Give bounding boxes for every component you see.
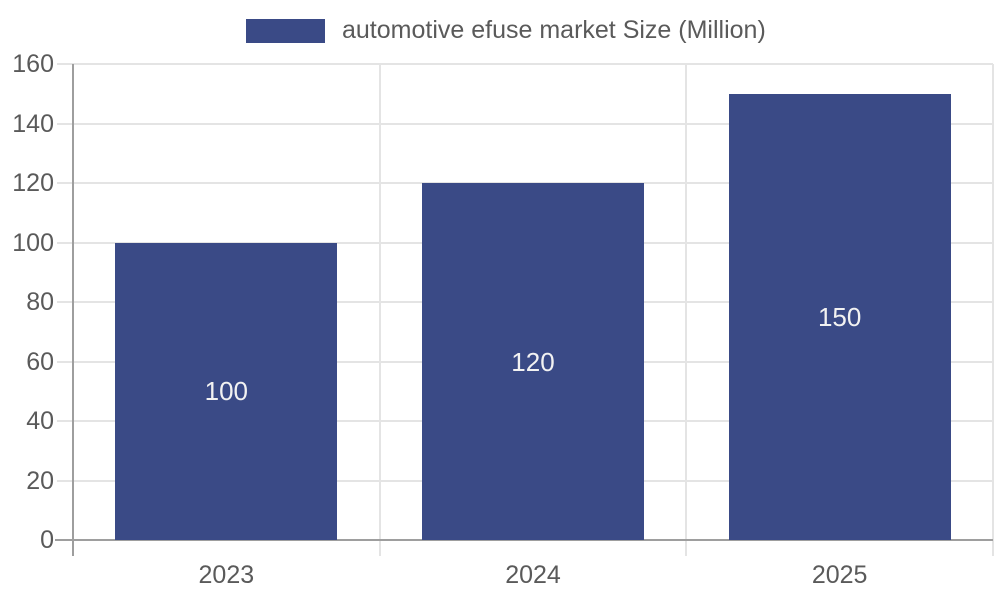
- y-axis-tick-60: 60: [26, 347, 54, 376]
- x-axis-tick-2024: 2024: [505, 561, 561, 589]
- y-axis-tick-20: 20: [26, 466, 54, 495]
- bar-2023[interactable]: [115, 242, 338, 540]
- bar-2025[interactable]: [728, 93, 951, 540]
- y-axis-tick-40: 40: [26, 407, 54, 435]
- y-axis-tick-80: 80: [26, 288, 54, 316]
- x-gridline-1: [378, 64, 381, 556]
- bar-value-label-2024: 120: [511, 346, 555, 377]
- bar-value-label-2025: 150: [817, 301, 862, 332]
- y-axis-tick-120: 120: [12, 169, 54, 197]
- bar-2024[interactable]: [422, 183, 644, 540]
- x-axis-line: [55, 539, 993, 541]
- x-gridline-3: [992, 64, 994, 556]
- y-gridline-160: [57, 63, 993, 65]
- x-axis-tick-2025: 2025: [811, 561, 868, 589]
- y-axis-line: [72, 64, 74, 556]
- y-axis-tick-100: 100: [12, 228, 54, 257]
- y-axis-tick-0: 0: [40, 526, 54, 554]
- x-axis-tick-2023: 2023: [198, 561, 255, 589]
- legend-swatch: [246, 18, 325, 43]
- legend-item[interactable]: automotive efuse market Size (Million): [246, 16, 766, 45]
- y-axis-tick-140: 140: [12, 109, 54, 138]
- bar-value-label-2023: 100: [204, 376, 249, 407]
- x-gridline-2: [685, 64, 688, 556]
- y-axis-tick-160: 160: [12, 50, 54, 78]
- y-gridline-140: [57, 122, 993, 125]
- legend-label: automotive efuse market Size (Million): [342, 16, 766, 44]
